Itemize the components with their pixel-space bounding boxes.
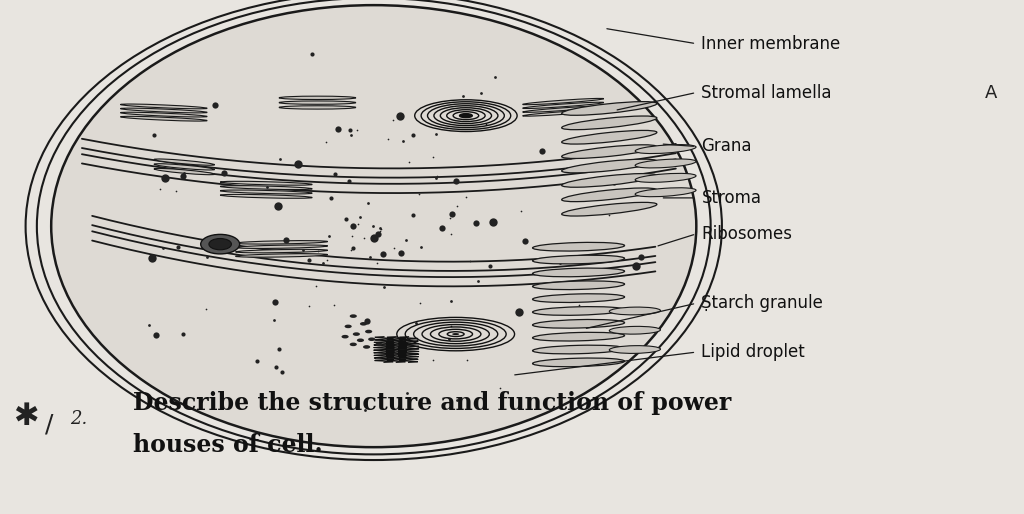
Ellipse shape (561, 203, 657, 216)
Ellipse shape (532, 243, 625, 251)
Ellipse shape (279, 96, 356, 100)
Ellipse shape (532, 345, 625, 354)
Ellipse shape (220, 186, 312, 190)
Ellipse shape (609, 326, 660, 334)
Ellipse shape (209, 238, 231, 250)
Ellipse shape (349, 342, 356, 346)
Text: ✱: ✱ (13, 402, 38, 431)
Ellipse shape (522, 102, 604, 108)
Ellipse shape (561, 174, 657, 187)
Text: Stromal lamella: Stromal lamella (701, 83, 831, 102)
Ellipse shape (532, 255, 625, 264)
Ellipse shape (532, 333, 625, 341)
Ellipse shape (561, 159, 657, 173)
Ellipse shape (344, 325, 352, 328)
Ellipse shape (154, 159, 215, 166)
Ellipse shape (522, 106, 604, 113)
Text: Grana: Grana (701, 137, 752, 156)
Ellipse shape (51, 5, 696, 447)
Ellipse shape (236, 249, 328, 253)
Ellipse shape (609, 345, 660, 354)
Ellipse shape (460, 114, 472, 118)
Text: Ribosomes: Ribosomes (701, 225, 793, 243)
Ellipse shape (279, 101, 356, 104)
Text: houses of cell.: houses of cell. (133, 433, 323, 456)
Ellipse shape (532, 358, 625, 366)
Ellipse shape (532, 307, 625, 315)
Ellipse shape (220, 181, 312, 185)
Ellipse shape (635, 144, 696, 154)
Ellipse shape (279, 106, 356, 109)
Text: 2.: 2. (70, 410, 87, 428)
Ellipse shape (369, 337, 375, 341)
Ellipse shape (522, 98, 604, 105)
Ellipse shape (154, 163, 215, 170)
Ellipse shape (349, 314, 356, 318)
Ellipse shape (362, 345, 371, 348)
Ellipse shape (220, 190, 312, 194)
Ellipse shape (201, 234, 240, 254)
Ellipse shape (635, 159, 696, 168)
Text: Inner membrane: Inner membrane (701, 34, 841, 53)
Ellipse shape (236, 241, 328, 244)
Text: A: A (985, 83, 997, 102)
Ellipse shape (462, 115, 470, 117)
Ellipse shape (360, 322, 367, 326)
Ellipse shape (561, 145, 657, 158)
Ellipse shape (532, 268, 625, 277)
Ellipse shape (342, 335, 348, 339)
Ellipse shape (375, 342, 383, 346)
Ellipse shape (561, 131, 657, 144)
Text: Stroma: Stroma (701, 189, 762, 207)
Text: Lipid droplet: Lipid droplet (701, 343, 805, 361)
Ellipse shape (532, 281, 625, 289)
Text: /: / (45, 412, 53, 436)
Ellipse shape (220, 194, 312, 198)
Ellipse shape (532, 320, 625, 328)
Ellipse shape (356, 338, 365, 342)
Ellipse shape (561, 102, 657, 115)
Ellipse shape (532, 294, 625, 302)
Ellipse shape (236, 254, 328, 257)
Ellipse shape (635, 173, 696, 182)
Ellipse shape (352, 333, 360, 336)
Ellipse shape (121, 112, 207, 117)
Ellipse shape (635, 188, 696, 197)
Ellipse shape (154, 169, 215, 175)
Ellipse shape (609, 307, 660, 315)
Text: Ṣtarch granule: Ṣtarch granule (701, 294, 823, 313)
Ellipse shape (561, 188, 657, 201)
Ellipse shape (236, 245, 328, 248)
Ellipse shape (121, 116, 207, 121)
Text: Describe the structure and function of power: Describe the structure and function of p… (133, 392, 731, 415)
Ellipse shape (365, 330, 373, 334)
Ellipse shape (561, 116, 657, 130)
Ellipse shape (522, 110, 604, 116)
Ellipse shape (26, 0, 722, 460)
Ellipse shape (453, 333, 459, 335)
Ellipse shape (121, 108, 207, 113)
Ellipse shape (121, 104, 207, 109)
